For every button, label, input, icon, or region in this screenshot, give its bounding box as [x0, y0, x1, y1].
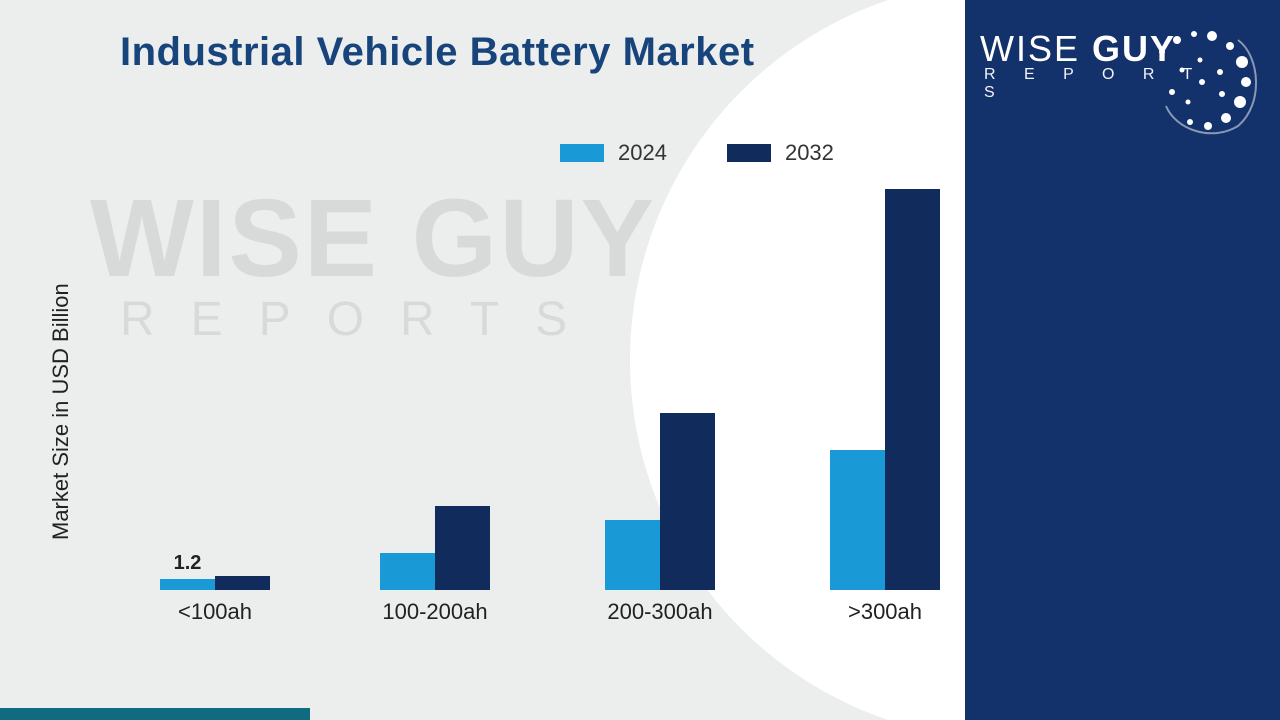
stage: WISE GUY R E P O R T S Industrial Vehicl… [0, 0, 1280, 720]
legend-label-2024: 2024 [618, 140, 667, 166]
x-tick-label: >300ah [848, 599, 922, 625]
bar [215, 576, 270, 590]
legend-item-2024: 2024 [560, 140, 667, 166]
corner-accent [0, 708, 310, 720]
x-tick-label: 100-200ah [382, 599, 487, 625]
legend-item-2032: 2032 [727, 140, 834, 166]
bar [160, 579, 215, 590]
brand-sub: R E P O R T S [980, 66, 1240, 102]
brand-word1: WISE [980, 28, 1080, 69]
plot-area: <100ah 100-200ah 200-300ah >300ah 1.2 [100, 170, 970, 630]
x-tick-label: 200-300ah [607, 599, 712, 625]
chart-title: Industrial Vehicle Battery Market [120, 30, 755, 75]
brand-word2: GUY [1092, 28, 1176, 69]
bar-group [160, 576, 270, 590]
bar [605, 520, 660, 590]
legend-swatch-2032 [727, 144, 771, 162]
bar-group [830, 189, 940, 590]
bar [435, 506, 490, 590]
y-axis-label: Market Size in USD Billion [48, 283, 74, 540]
bar-group [605, 413, 715, 590]
bar [380, 553, 435, 590]
bar [830, 450, 885, 590]
bar [660, 413, 715, 590]
side-panel [965, 0, 1280, 720]
legend: 2024 2032 [560, 140, 834, 166]
legend-swatch-2024 [560, 144, 604, 162]
bar-group [380, 506, 490, 590]
bar [885, 189, 940, 590]
x-tick-label: <100ah [178, 599, 252, 625]
value-label: 1.2 [174, 552, 202, 575]
legend-label-2032: 2032 [785, 140, 834, 166]
brand-logo: WISE GUY R E P O R T S [980, 28, 1240, 102]
